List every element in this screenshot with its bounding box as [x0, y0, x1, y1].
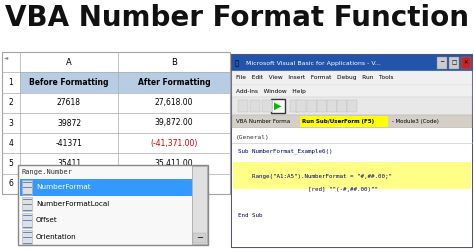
Text: NumberFormatLocal: NumberFormatLocal	[36, 201, 109, 207]
Text: After Formatting: After Formatting	[137, 78, 210, 87]
Bar	[307, 100, 317, 112]
Bar	[232, 55, 472, 71]
Text: 35411: 35411	[57, 159, 81, 168]
Text: ─: ─	[440, 60, 444, 66]
Text: ◄: ◄	[4, 55, 8, 60]
Bar	[192, 166, 207, 244]
Bar	[461, 57, 471, 69]
Text: Sub NumberFormat_Example6(): Sub NumberFormat_Example6()	[238, 148, 332, 154]
Text: 6: 6	[9, 179, 13, 188]
Bar	[271, 99, 285, 113]
Text: Orientation: Orientation	[36, 234, 77, 240]
Text: 🔧: 🔧	[235, 60, 239, 66]
Text: [red] ""(-#,##.00)"": [red] ""(-#,##.00)""	[238, 187, 378, 192]
Bar	[327, 100, 337, 112]
Bar	[250, 100, 260, 112]
Text: Before Formatting: Before Formatting	[29, 78, 109, 87]
FancyBboxPatch shape	[22, 213, 32, 228]
Bar	[262, 100, 272, 112]
Text: Range("A1:A5").NumberFormat = "#,##.00;": Range("A1:A5").NumberFormat = "#,##.00;"	[238, 174, 392, 179]
Bar	[20, 179, 192, 196]
Bar	[337, 100, 347, 112]
Bar	[300, 116, 388, 127]
Text: Offset: Offset	[36, 217, 58, 223]
Text: 27618: 27618	[57, 98, 81, 107]
Text: −: −	[197, 234, 203, 242]
Text: 2: 2	[9, 98, 13, 107]
Bar	[232, 85, 472, 97]
Bar	[238, 100, 248, 112]
Text: 27,618.00: 27,618.00	[155, 98, 193, 107]
Text: VBA Number Forma: VBA Number Forma	[236, 119, 290, 124]
Text: Add-Ins   Window   Help: Add-Ins Window Help	[236, 88, 306, 93]
Text: B: B	[171, 58, 177, 67]
Text: Range.Number: Range.Number	[22, 169, 73, 175]
FancyBboxPatch shape	[232, 55, 472, 247]
Bar	[317, 100, 327, 112]
Bar	[232, 128, 472, 247]
Text: Microsoft Visual Basic for Applications - V...: Microsoft Visual Basic for Applications …	[246, 60, 381, 66]
Text: NumberFormat: NumberFormat	[36, 184, 91, 190]
Bar	[233, 175, 471, 189]
Bar	[232, 97, 472, 115]
Text: 39872: 39872	[57, 118, 81, 128]
Bar	[347, 100, 357, 112]
Text: End Sub: End Sub	[238, 213, 263, 218]
Text: 39,872.00: 39,872.00	[155, 118, 193, 128]
Text: 4: 4	[9, 139, 13, 148]
Bar	[233, 162, 471, 176]
Bar	[437, 57, 447, 69]
Text: A: A	[66, 58, 72, 67]
Bar	[20, 72, 230, 92]
FancyBboxPatch shape	[22, 180, 32, 195]
Text: 5: 5	[9, 159, 13, 168]
Text: File   Edit   View   Insert   Format   Debug   Run   Tools: File Edit View Insert Format Debug Run T…	[236, 76, 393, 80]
Bar	[232, 71, 472, 85]
Bar	[296, 100, 306, 112]
FancyBboxPatch shape	[18, 165, 208, 245]
Text: ✕: ✕	[464, 60, 468, 66]
Text: - Module3 (Code): - Module3 (Code)	[390, 119, 439, 124]
Text: Run Sub/UserForm (F5): Run Sub/UserForm (F5)	[302, 119, 374, 124]
Bar	[232, 115, 472, 128]
FancyBboxPatch shape	[22, 197, 32, 211]
Text: (General): (General)	[236, 136, 270, 141]
Text: 35,411.00: 35,411.00	[155, 159, 193, 168]
Bar	[449, 57, 459, 69]
Bar	[290, 100, 300, 112]
Text: (-41,371.00): (-41,371.00)	[150, 139, 198, 148]
Text: ▶: ▶	[274, 101, 282, 111]
Text: -37033: -37033	[55, 179, 82, 188]
Text: -41371: -41371	[55, 139, 82, 148]
Bar	[2, 52, 230, 194]
Text: 3: 3	[9, 118, 13, 128]
Text: VBA Number Format Function: VBA Number Format Function	[5, 4, 469, 32]
FancyBboxPatch shape	[22, 230, 32, 244]
Text: □: □	[451, 60, 456, 66]
Bar	[193, 233, 206, 243]
Text: (-37,033.00): (-37,033.00)	[150, 179, 198, 188]
Text: 1: 1	[9, 78, 13, 87]
